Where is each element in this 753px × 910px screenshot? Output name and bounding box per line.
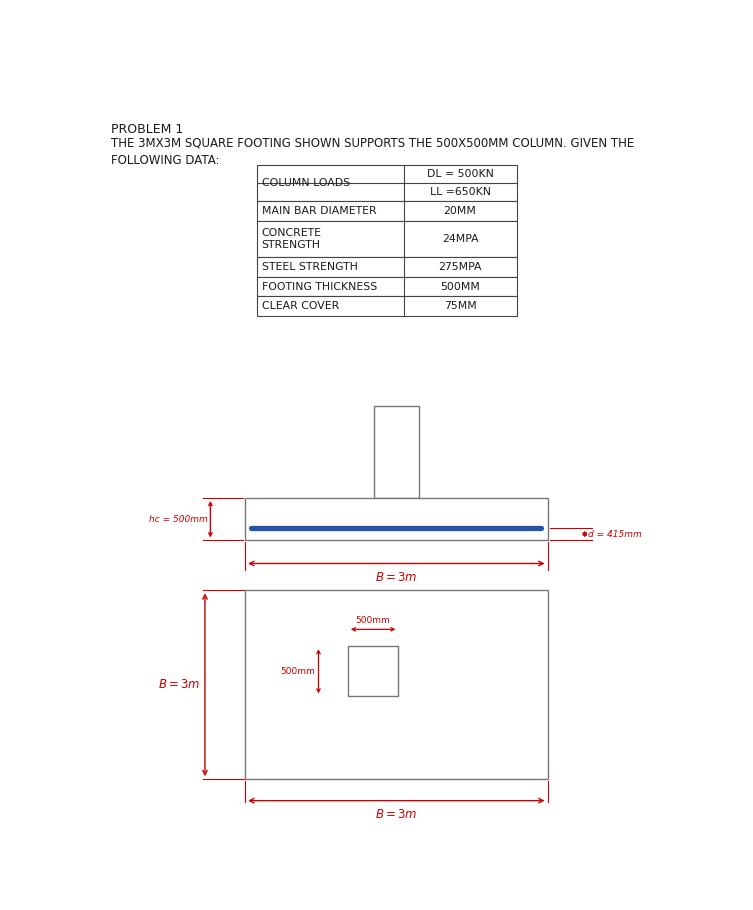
Text: 20MM: 20MM — [444, 206, 477, 216]
Text: 24MPA: 24MPA — [442, 234, 478, 244]
Bar — [348, 646, 398, 696]
Bar — [257, 165, 517, 201]
Text: 500mm: 500mm — [281, 667, 316, 676]
Text: $B = 3m$: $B = 3m$ — [375, 571, 418, 584]
Text: FOOTING THICKNESS: FOOTING THICKNESS — [261, 281, 376, 291]
Text: 500MM: 500MM — [440, 281, 480, 291]
Bar — [257, 201, 517, 221]
Bar — [374, 406, 419, 498]
Text: COLUMN LOADS: COLUMN LOADS — [261, 177, 349, 187]
Bar — [257, 258, 517, 277]
Text: 75MM: 75MM — [444, 301, 477, 311]
Text: $B = 3m$: $B = 3m$ — [158, 678, 200, 692]
Bar — [245, 498, 547, 541]
Text: PROBLEM 1: PROBLEM 1 — [111, 123, 184, 136]
Text: STEEL STRENGTH: STEEL STRENGTH — [261, 262, 358, 272]
Bar — [245, 591, 547, 779]
Text: 500mm: 500mm — [355, 616, 391, 625]
Bar — [257, 221, 517, 258]
Text: MAIN BAR DIAMETER: MAIN BAR DIAMETER — [261, 206, 376, 216]
Text: CLEAR COVER: CLEAR COVER — [261, 301, 339, 311]
Text: d = 415mm: d = 415mm — [588, 530, 642, 539]
Text: LL =650KN: LL =650KN — [429, 187, 490, 197]
Text: THE 3MX3M SQUARE FOOTING SHOWN SUPPORTS THE 500X500MM COLUMN. GIVEN THE
FOLLOWIN: THE 3MX3M SQUARE FOOTING SHOWN SUPPORTS … — [111, 136, 635, 167]
Bar — [257, 297, 517, 316]
Bar — [257, 277, 517, 297]
Text: $B = 3m$: $B = 3m$ — [375, 808, 418, 822]
Text: hc = 500mm: hc = 500mm — [148, 515, 207, 524]
Text: DL = 500KN: DL = 500KN — [427, 168, 493, 178]
Text: CONCRETE
STRENGTH: CONCRETE STRENGTH — [261, 228, 322, 249]
Text: 275MPA: 275MPA — [438, 262, 482, 272]
